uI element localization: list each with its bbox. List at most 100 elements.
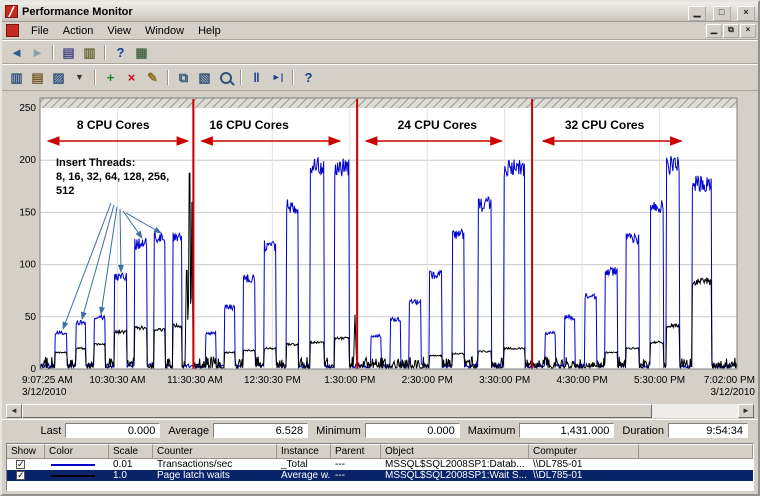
svg-text:24 CPU Cores: 24 CPU Cores: [398, 118, 478, 132]
paste-counter-list-button[interactable]: ▧: [194, 68, 215, 87]
graph-type-dropdown-button[interactable]: ▼: [69, 68, 90, 87]
help-button[interactable]: ?: [298, 68, 319, 87]
series-page-latch-waits: [39, 172, 738, 370]
window-title: Performance Monitor: [22, 5, 133, 18]
svg-text:Insert Threads:: Insert Threads:: [56, 157, 135, 169]
mdi-minimize-button[interactable]: ▁: [706, 23, 722, 38]
maximize-button[interactable]: □: [712, 6, 731, 21]
toolbar-separator: [94, 70, 96, 85]
svg-text:8 CPU Cores: 8 CPU Cores: [77, 118, 150, 132]
cell-show[interactable]: ✓: [7, 460, 45, 469]
svg-text:5:30:00 PM: 5:30:00 PM: [634, 375, 685, 386]
cell-show[interactable]: ✓: [7, 471, 45, 480]
back-button[interactable]: ◄: [6, 43, 27, 62]
minimize-button[interactable]: ▁: [688, 6, 707, 21]
toolbar-separator: [240, 70, 242, 85]
column-header-scale[interactable]: Scale: [109, 444, 153, 459]
legend-body: ✓ 0.01 Transactions/sec _Total --- MSSQL$SQL2…: [7, 459, 753, 481]
svg-text:7:02:00 PM: 7:02:00 PM: [704, 375, 755, 386]
svg-text:0: 0: [30, 364, 36, 375]
copy-properties-button[interactable]: ⧉: [173, 68, 194, 87]
graph-type-icon: ▨: [52, 70, 65, 85]
column-header-color[interactable]: Color: [45, 444, 109, 459]
svg-text:50: 50: [25, 312, 37, 323]
show-console-tree-button[interactable]: ▤: [58, 43, 79, 62]
chart-area: 8 CPU Cores 16 CPU Cores 24 CPU Cores 32 CP…: [2, 91, 758, 403]
highlight-icon: ✎: [147, 70, 158, 85]
column-header-counter[interactable]: Counter: [153, 444, 277, 459]
cell-instance: Average w...: [281, 470, 331, 481]
zoom-icon: [219, 71, 232, 84]
close-button[interactable]: ×: [737, 6, 755, 21]
delete-counter-button[interactable]: ×: [121, 68, 142, 87]
column-header-parent[interactable]: Parent: [331, 444, 381, 459]
column-header-computer[interactable]: Computer: [529, 444, 639, 459]
graph-type-button[interactable]: ▨: [48, 68, 69, 87]
title-bar: Performance Monitor ▁ □ ×: [2, 2, 758, 22]
zoom-button[interactable]: [215, 68, 236, 87]
stat-value-average: 6.528: [213, 423, 309, 438]
toolbar-main: ◄ ► ▤ ▥? ▦: [2, 40, 758, 64]
menu-bar: File Action View Window Help ▁ ⧉ ×: [2, 22, 758, 40]
toolbar-graph: ▥ ▤ ▨ ▼ + × ✎ ⧉ ▧ ‖ ►|?: [2, 64, 758, 91]
graph-type-dropdown-icon: ▼: [75, 72, 84, 82]
column-header-object[interactable]: Object: [381, 444, 529, 459]
cell-counter: Page latch waits: [157, 470, 230, 481]
menu-file[interactable]: File: [31, 24, 49, 37]
view-current-activity-icon: ▥: [10, 70, 23, 85]
update-data-icon: ►|: [271, 72, 284, 82]
svg-text:250: 250: [19, 103, 36, 114]
svg-text:100: 100: [19, 260, 36, 271]
show-checkbox[interactable]: ✓: [16, 460, 25, 469]
highlight-button[interactable]: ✎: [142, 68, 163, 87]
color-sample: [51, 463, 95, 466]
forward-button[interactable]: ►: [27, 43, 48, 62]
mdi-restore-button[interactable]: ⧉: [723, 23, 739, 38]
toolbar-separator: [104, 44, 106, 60]
cell-scale: 0.01: [113, 459, 133, 470]
horizontal-scrollbar[interactable]: ◄ ►: [6, 404, 754, 418]
view-log-data-button[interactable]: ▤: [27, 68, 48, 87]
scroll-left-button[interactable]: ◄: [6, 404, 22, 418]
show-checkbox[interactable]: ✓: [16, 471, 25, 480]
export-list-button[interactable]: ▥: [79, 43, 100, 62]
stat-value-duration: 9:54:34: [668, 423, 748, 438]
svg-text:9:07:25 AM: 9:07:25 AM: [22, 375, 73, 386]
legend-row[interactable]: ✓ 0.01 Transactions/sec _Total --- MSSQL$SQL2…: [7, 459, 753, 470]
stat-value-maximum: 1,431.000: [519, 423, 615, 438]
column-header-show[interactable]: Show: [7, 444, 45, 459]
menu-view[interactable]: View: [107, 24, 131, 37]
svg-text:11:30:30 AM: 11:30:30 AM: [167, 375, 222, 386]
stat-value-last: 0.000: [65, 423, 161, 438]
cell-scale: 1.0: [113, 470, 127, 481]
view-current-activity-button[interactable]: ▥: [6, 68, 27, 87]
freeze-display-button[interactable]: ‖: [246, 68, 267, 87]
menu-window[interactable]: Window: [144, 24, 185, 37]
cell-color: [45, 463, 109, 466]
svg-text:150: 150: [19, 207, 36, 218]
freeze-display-icon: ‖: [253, 70, 260, 85]
scroll-right-button[interactable]: ►: [738, 404, 754, 418]
window-controls: ▁ □ ×: [686, 2, 755, 21]
delete-counter-icon: ×: [127, 70, 136, 85]
update-data-button[interactable]: ►|: [267, 68, 288, 87]
column-header-instance[interactable]: Instance: [277, 444, 331, 459]
scrollbar-thumb[interactable]: [22, 404, 653, 418]
performance-chart: 8 CPU Cores 16 CPU Cores 24 CPU Cores 32 CP…: [6, 93, 758, 401]
mdi-close-button[interactable]: ×: [740, 23, 756, 38]
scrollbar-track[interactable]: [22, 404, 738, 418]
svg-text:3/12/2010: 3/12/2010: [22, 387, 67, 398]
show-console-tree-icon: ▤: [62, 44, 75, 60]
paste-counter-list-icon: ▧: [198, 70, 211, 85]
help-button[interactable]: ?: [110, 43, 131, 62]
menu-help[interactable]: Help: [198, 24, 221, 37]
stat-value-minimum: 0.000: [364, 423, 460, 438]
menu-action[interactable]: Action: [62, 24, 94, 37]
svg-text:12:30:30 PM: 12:30:30 PM: [244, 375, 301, 386]
cell-parent: ---: [335, 470, 345, 481]
add-counter-button[interactable]: +: [100, 68, 121, 87]
new-window-button[interactable]: ▦: [131, 43, 152, 62]
legend-row[interactable]: ✓ 1.0 Page latch waits Average w... --- MSSQL…: [7, 470, 753, 481]
mdi-controls: ▁ ⧉ ×: [705, 23, 756, 38]
